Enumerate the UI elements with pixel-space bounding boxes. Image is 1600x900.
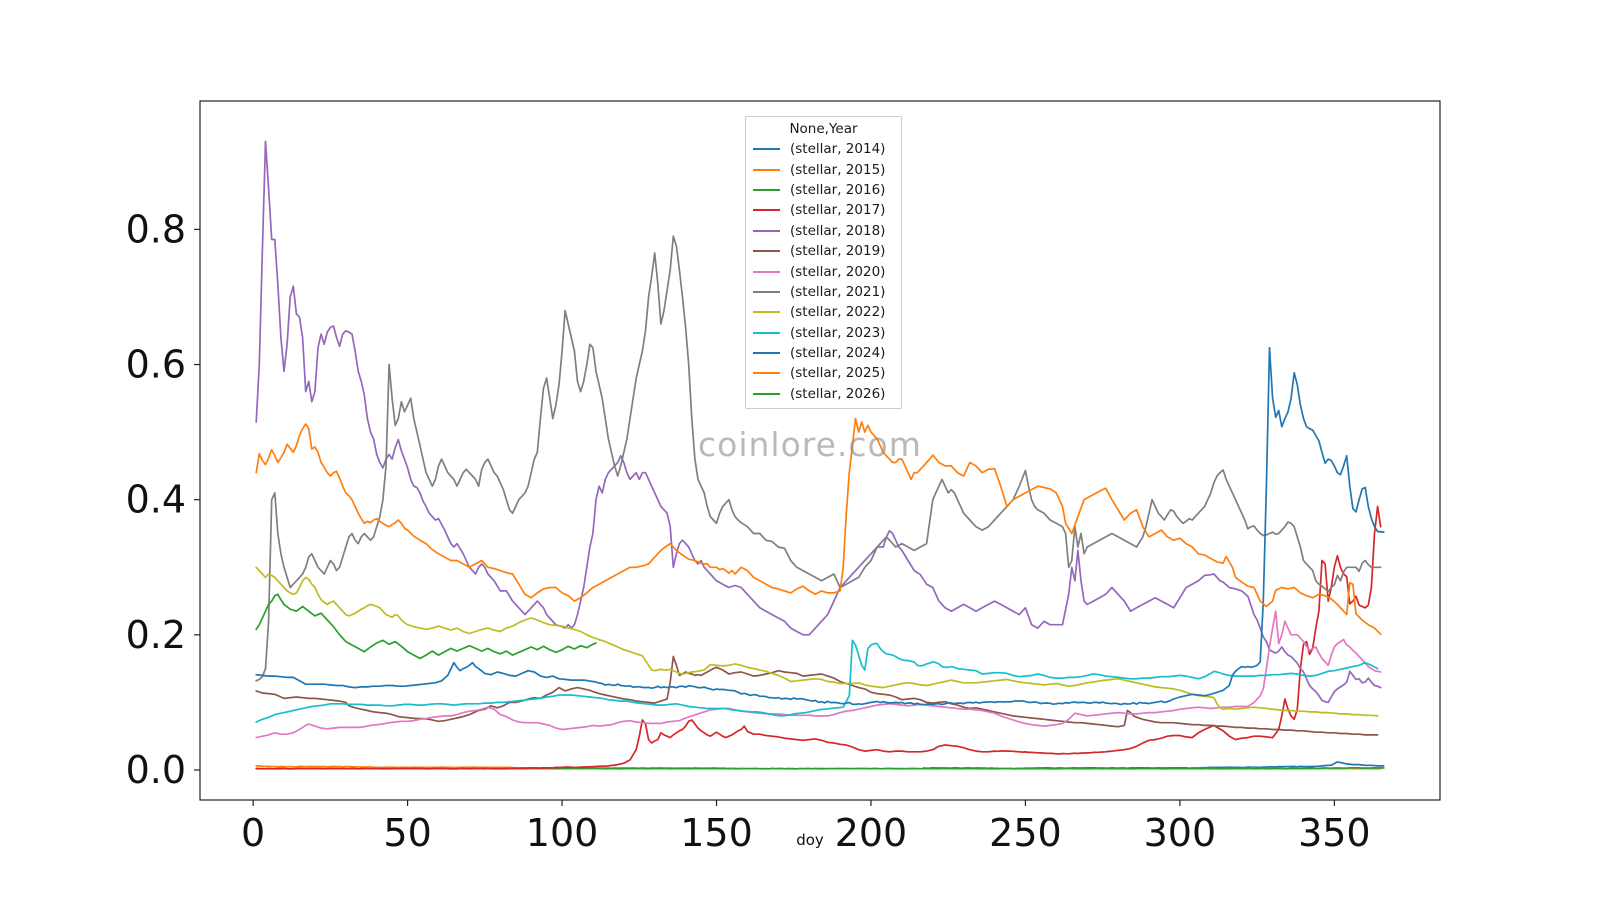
- legend-line-swatch: [753, 209, 780, 212]
- watermark: coinlore.com: [698, 425, 922, 464]
- legend-line-swatch: [753, 331, 780, 334]
- legend-line-swatch: [753, 168, 780, 171]
- series-line-stellar-2024: [255, 346, 1385, 706]
- legend-item-label: (stellar, 2023): [790, 324, 886, 341]
- legend-item-label: (stellar, 2017): [790, 202, 886, 219]
- legend-item-label: (stellar, 2014): [790, 141, 886, 158]
- legend-item-label: (stellar, 2026): [790, 385, 886, 402]
- legend-item-label: (stellar, 2024): [790, 345, 886, 362]
- x-tick-label: 100: [526, 811, 599, 855]
- legend-item-2014: (stellar, 2014): [746, 139, 901, 159]
- x-axis-label: doy: [796, 831, 824, 849]
- legend-line-swatch: [753, 392, 780, 395]
- legend-title: None,Year: [789, 121, 858, 137]
- legend-item-2015: (stellar, 2015): [746, 159, 901, 179]
- x-tick-label: 300: [1144, 811, 1217, 855]
- legend-item-2024: (stellar, 2024): [746, 343, 901, 363]
- legend-item-label: (stellar, 2025): [790, 365, 886, 382]
- x-tick-label: 200: [835, 811, 908, 855]
- legend-item-label: (stellar, 2022): [790, 304, 886, 321]
- x-tick-label: 50: [383, 811, 431, 855]
- legend-line-swatch: [753, 148, 780, 151]
- legend-line-swatch: [753, 311, 780, 314]
- series-line-stellar-2017: [255, 505, 1382, 770]
- series-lines: [255, 140, 1385, 770]
- axes: 0 50 100 150 200 250 300 350 0.0 0.2 0.4 0.6 0.8: [126, 207, 1371, 855]
- legend-item-2021: (stellar, 2021): [746, 282, 901, 302]
- legend-item-2023: (stellar, 2023): [746, 323, 901, 343]
- legend-item-2020: (stellar, 2020): [746, 261, 901, 281]
- series-line-stellar-2021: [255, 235, 1382, 682]
- legend-item-2026: (stellar, 2026): [746, 384, 901, 404]
- series-line-stellar-2025: [255, 417, 1382, 636]
- legend-line-swatch: [753, 352, 780, 355]
- series-line-stellar-2023: [255, 639, 1379, 723]
- legend-item-2019: (stellar, 2019): [746, 241, 901, 261]
- x-tick-label: 0: [241, 811, 265, 855]
- legend-item-label: (stellar, 2020): [790, 263, 886, 280]
- legend-item-label: (stellar, 2018): [790, 222, 886, 239]
- legend-line-swatch: [753, 188, 780, 191]
- y-tick-label: 0.4: [126, 478, 186, 522]
- x-tick-label: 250: [989, 811, 1062, 855]
- legend-item-label: (stellar, 2019): [790, 243, 886, 260]
- plot-frame: [199, 100, 1441, 801]
- y-tick-label: 0.0: [126, 748, 186, 792]
- legend-item-2022: (stellar, 2022): [746, 302, 901, 322]
- legend-item-2018: (stellar, 2018): [746, 221, 901, 241]
- legend-item-2017: (stellar, 2017): [746, 200, 901, 220]
- legend-line-swatch: [753, 250, 780, 253]
- legend-item-label: (stellar, 2015): [790, 161, 886, 178]
- y-tick-label: 0.8: [126, 207, 186, 251]
- legend-rows: (stellar, 2014) (stellar, 2015) (stellar, …: [746, 139, 901, 404]
- x-tick-label: 150: [680, 811, 753, 855]
- legend-item-2025: (stellar, 2025): [746, 363, 901, 383]
- series-line-stellar-2020: [255, 610, 1382, 739]
- x-tick-label: 350: [1298, 811, 1371, 855]
- legend-line-swatch: [753, 372, 780, 375]
- series-line-stellar-2026: [255, 593, 597, 660]
- legend-item-label: (stellar, 2016): [790, 181, 886, 198]
- series-line-stellar-2019: [255, 655, 1379, 736]
- legend-line-swatch: [753, 270, 780, 273]
- series-line-stellar-2018: [255, 140, 1382, 704]
- series-line-stellar-2022: [255, 566, 1379, 717]
- legend-item-2016: (stellar, 2016): [746, 180, 901, 200]
- y-tick-label: 0.2: [126, 613, 186, 657]
- legend-item-label: (stellar, 2021): [790, 283, 886, 300]
- legend-line-swatch: [753, 229, 780, 232]
- y-tick-label: 0.6: [126, 343, 186, 387]
- legend: None,Year (stellar, 2014) (stellar, 2015)…: [745, 116, 902, 410]
- legend-line-swatch: [753, 290, 780, 293]
